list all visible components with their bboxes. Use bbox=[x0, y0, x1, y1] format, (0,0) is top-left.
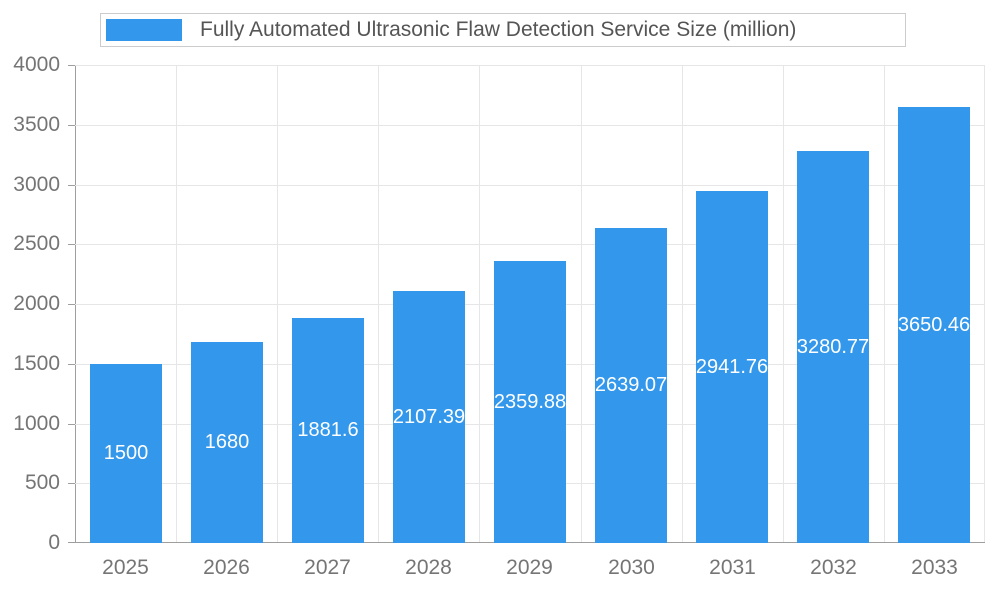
bar-value-label: 3280.77 bbox=[797, 335, 869, 358]
x-axis-tick-label: 2030 bbox=[608, 556, 655, 579]
y-axis-tick bbox=[68, 244, 75, 245]
bar-2030[interactable]: 2639.07 bbox=[595, 228, 667, 543]
bar-2028[interactable]: 2107.39 bbox=[393, 291, 465, 543]
legend-swatch bbox=[106, 19, 182, 41]
y-axis-tick bbox=[68, 424, 75, 425]
bar-value-label: 3650.46 bbox=[898, 313, 970, 336]
horizontal-gridline bbox=[75, 244, 985, 245]
y-axis-tick-label: 1000 bbox=[13, 412, 60, 435]
x-axis-tick-label: 2031 bbox=[709, 556, 756, 579]
y-axis-tick bbox=[68, 65, 75, 66]
bar-value-label: 1881.6 bbox=[297, 419, 359, 441]
bar-2031[interactable]: 2941.76 bbox=[696, 191, 768, 543]
bar-2026[interactable]: 1680 bbox=[191, 342, 263, 543]
y-axis-tick bbox=[68, 125, 75, 126]
y-axis-tick bbox=[68, 304, 75, 305]
bar-2032[interactable]: 3280.77 bbox=[797, 151, 869, 543]
horizontal-gridline bbox=[75, 185, 985, 186]
bar-2029[interactable]: 2359.88 bbox=[494, 261, 566, 543]
y-axis-tick-label: 1500 bbox=[13, 352, 60, 375]
bar-2025[interactable]: 1500 bbox=[90, 364, 162, 543]
y-axis-tick-label: 500 bbox=[24, 471, 60, 494]
y-axis-tick-label: 2000 bbox=[13, 292, 60, 315]
x-axis-tick-label: 2026 bbox=[203, 556, 250, 579]
horizontal-gridline bbox=[75, 65, 985, 66]
bar-2033[interactable]: 3650.46 bbox=[898, 107, 970, 543]
y-axis-tick bbox=[68, 542, 75, 543]
x-axis-tick-label: 2032 bbox=[810, 556, 857, 579]
x-axis-tick-label: 2029 bbox=[506, 556, 553, 579]
bar-value-label: 2941.76 bbox=[696, 355, 768, 378]
x-axis-tick-label: 2027 bbox=[304, 556, 351, 579]
y-axis-tick-label: 2500 bbox=[13, 232, 60, 255]
y-axis-tick-label: 3500 bbox=[13, 113, 60, 136]
bar-value-label: 1680 bbox=[204, 431, 250, 453]
bar-value-label: 2639.07 bbox=[595, 374, 667, 396]
bar-value-label: 2359.88 bbox=[494, 390, 566, 413]
x-axis-tick-label: 2025 bbox=[102, 556, 149, 579]
horizontal-gridline bbox=[75, 125, 985, 126]
y-axis-tick-label: 0 bbox=[48, 531, 60, 554]
x-axis-tick-label: 2028 bbox=[405, 556, 452, 579]
bar-value-label: 1500 bbox=[103, 442, 149, 464]
legend-label: Fully Automated Ultrasonic Flaw Detectio… bbox=[200, 18, 797, 41]
plot-area: 0 500 1000 1500 2000 2500 3000 3500 4000 1500 1680… bbox=[13, 53, 985, 579]
x-axis-tick-label: 2033 bbox=[911, 556, 958, 579]
y-axis-tick-label: 4000 bbox=[13, 53, 60, 76]
y-axis-tick-label: 3000 bbox=[13, 173, 60, 196]
bar-value-label: 2107.39 bbox=[393, 405, 465, 428]
y-axis-tick bbox=[68, 364, 75, 365]
y-axis-tick bbox=[68, 483, 75, 484]
y-axis-tick bbox=[68, 185, 75, 186]
legend: Fully Automated Ultrasonic Flaw Detectio… bbox=[100, 13, 906, 47]
bar-2027[interactable]: 1881.6 bbox=[292, 318, 364, 543]
